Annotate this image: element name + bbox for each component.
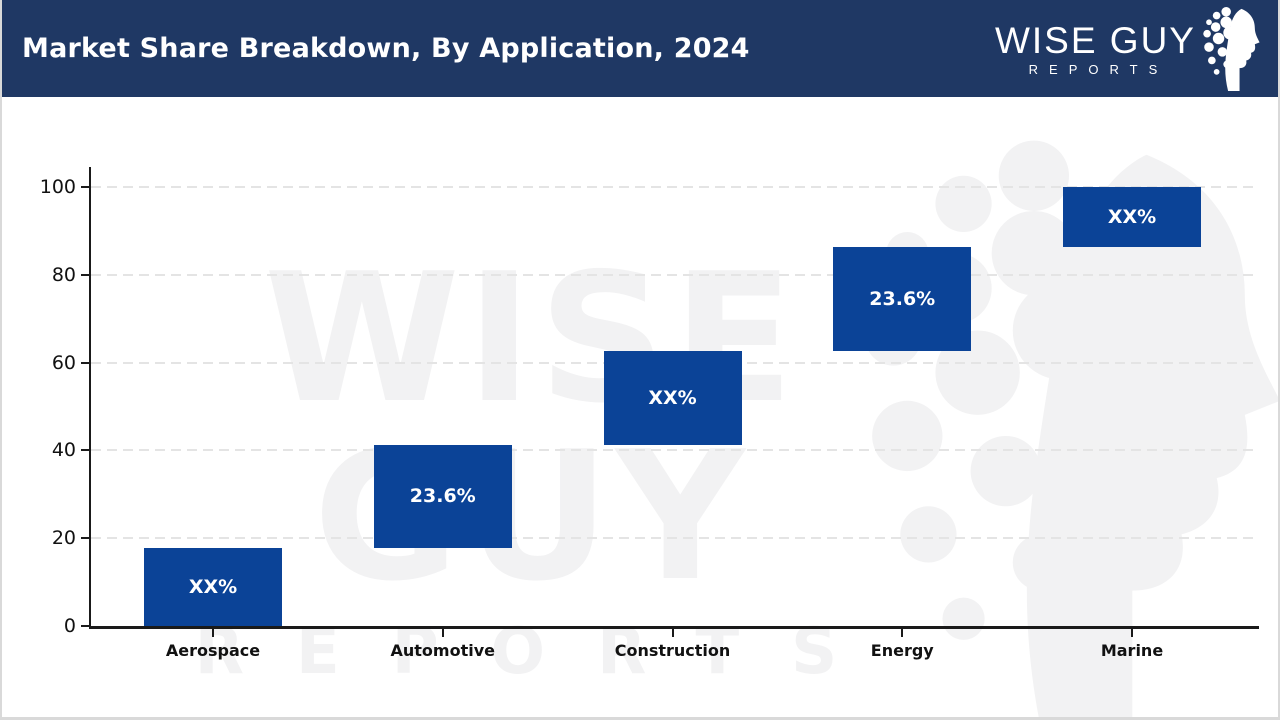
x-tick-label-marine: Marine bbox=[1100, 641, 1164, 660]
x-tick-mark-energy bbox=[901, 629, 904, 637]
brand-face-icon bbox=[1203, 6, 1260, 91]
x-tick-mark-marine bbox=[1131, 629, 1133, 637]
x-tick-label-construction: Construction bbox=[614, 641, 731, 660]
bar-marine: XX% bbox=[1063, 187, 1201, 248]
y-tick-mark-80 bbox=[81, 273, 89, 276]
y-tick-label-100: 100 bbox=[39, 176, 76, 198]
bar-value-label-automotive: 23.6% bbox=[409, 485, 476, 508]
gridline-100 bbox=[91, 186, 1258, 188]
x-tick-label-aerospace: Aerospace bbox=[165, 641, 261, 660]
x-tick-label-energy: Energy bbox=[870, 641, 934, 660]
y-tick-label-20: 20 bbox=[51, 527, 76, 550]
page-title: Market Share Breakdown, By Application, … bbox=[22, 33, 750, 64]
header: Market Share Breakdown, By Application, … bbox=[2, 0, 1278, 97]
y-tick-label-60: 60 bbox=[51, 351, 76, 374]
bar-value-label-aerospace: XX% bbox=[188, 576, 238, 599]
gridline-80 bbox=[91, 273, 1258, 276]
bar-value-label-marine: XX% bbox=[1107, 206, 1157, 229]
y-tick-mark-40 bbox=[81, 449, 89, 452]
bar-energy: 23.6% bbox=[833, 247, 972, 351]
bar-construction: XX% bbox=[603, 350, 742, 445]
brand-logo: WISE GUY REPORTS bbox=[995, 6, 1262, 91]
y-tick-mark-100 bbox=[81, 186, 89, 188]
bar-value-label-construction: XX% bbox=[648, 386, 697, 409]
y-tick-mark-20 bbox=[81, 537, 89, 540]
gridline-40 bbox=[91, 449, 1258, 452]
x-axis-line bbox=[89, 626, 1259, 629]
x-tick-mark-aerospace bbox=[212, 629, 214, 637]
bar-automotive: 23.6% bbox=[373, 444, 512, 549]
y-tick-label-40: 40 bbox=[51, 439, 76, 462]
y-tick-mark-60 bbox=[81, 361, 89, 364]
y-tick-mark-0 bbox=[81, 625, 89, 627]
brand-name: WISE GUY bbox=[994, 19, 1196, 61]
y-tick-label-0: 0 bbox=[63, 615, 76, 637]
brand-subname: REPORTS bbox=[1028, 61, 1169, 77]
bar-value-label-energy: 23.6% bbox=[869, 287, 936, 310]
gridline-20 bbox=[91, 537, 1258, 540]
brand-logo-text: WISE GUY REPORTS bbox=[995, 22, 1196, 76]
bar-aerospace: XX% bbox=[144, 548, 282, 626]
x-tick-mark-automotive bbox=[441, 629, 444, 637]
y-tick-label-80: 80 bbox=[51, 263, 76, 286]
y-axis-line bbox=[89, 167, 91, 627]
x-tick-mark-construction bbox=[671, 629, 674, 637]
x-tick-label-automotive: Automotive bbox=[390, 641, 496, 660]
